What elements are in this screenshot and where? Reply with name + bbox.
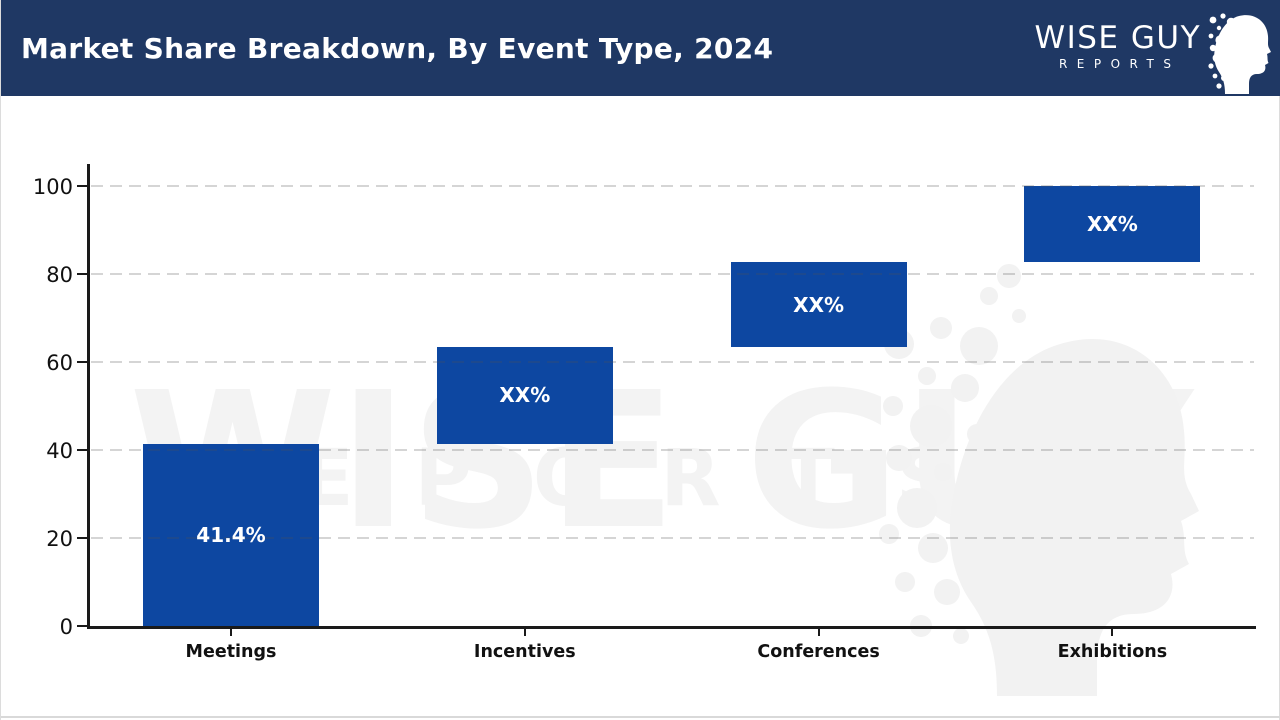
y-tick-label: 0 — [59, 615, 73, 639]
x-tick-label: Meetings — [185, 642, 277, 662]
brand-name: WISE GUY — [1034, 20, 1201, 56]
chart-plot-area: WISE GUY R E P O R T S 0 20 40 60 80 100 41.4%… — [1, 96, 1280, 717]
x-axis-line — [87, 626, 1256, 629]
y-tick-mark — [77, 185, 87, 187]
bar-value-label: XX% — [793, 292, 845, 317]
bar-exhibitions — [1024, 186, 1201, 263]
x-tick-mark — [1111, 629, 1114, 636]
bar-meetings — [143, 443, 319, 626]
bar-conferences — [730, 262, 907, 348]
y-tick-mark — [77, 449, 87, 451]
y-tick-mark — [77, 361, 87, 363]
x-tick-label: Exhibitions — [1057, 642, 1168, 662]
bar-value-label: XX% — [1086, 212, 1138, 237]
watermark-face-icon — [879, 264, 1199, 696]
y-tick-label: 40 — [46, 439, 73, 463]
y-tick-mark — [77, 625, 87, 627]
gridline — [91, 537, 1254, 539]
header-bar: Market Share Breakdown, By Event Type, 2… — [1, 0, 1280, 96]
x-tick-label: Incentives — [473, 642, 576, 662]
brand-subname: REPORTS — [1058, 56, 1181, 71]
y-tick-mark — [77, 537, 87, 539]
page-title: Market Share Breakdown, By Event Type, 2… — [21, 31, 774, 65]
gridline — [91, 361, 1254, 363]
bottom-border — [1, 716, 1280, 718]
x-tick-mark — [817, 629, 820, 636]
x-tick-mark — [523, 629, 526, 636]
bar-value-label: XX% — [499, 383, 551, 408]
gridline — [91, 449, 1254, 451]
brand-logo-text: WISE GUY REPORTS — [1034, 22, 1201, 71]
y-tick-label: 60 — [46, 351, 73, 375]
logo-face-icon — [1208, 13, 1271, 94]
x-tick-label: Conferences — [757, 642, 880, 662]
brand-logo: WISE GUY REPORTS — [1021, 6, 1271, 94]
y-tick-label: 100 — [32, 175, 73, 199]
x-tick-mark — [230, 629, 232, 636]
y-tick-label: 80 — [46, 263, 73, 287]
gridline — [91, 185, 1254, 187]
y-axis-line — [87, 164, 90, 629]
bar-incentives — [436, 347, 613, 444]
y-tick-mark — [77, 273, 87, 275]
bar-value-label: 41.4% — [196, 522, 266, 547]
gridline — [91, 273, 1254, 275]
y-tick-label: 20 — [46, 527, 73, 551]
